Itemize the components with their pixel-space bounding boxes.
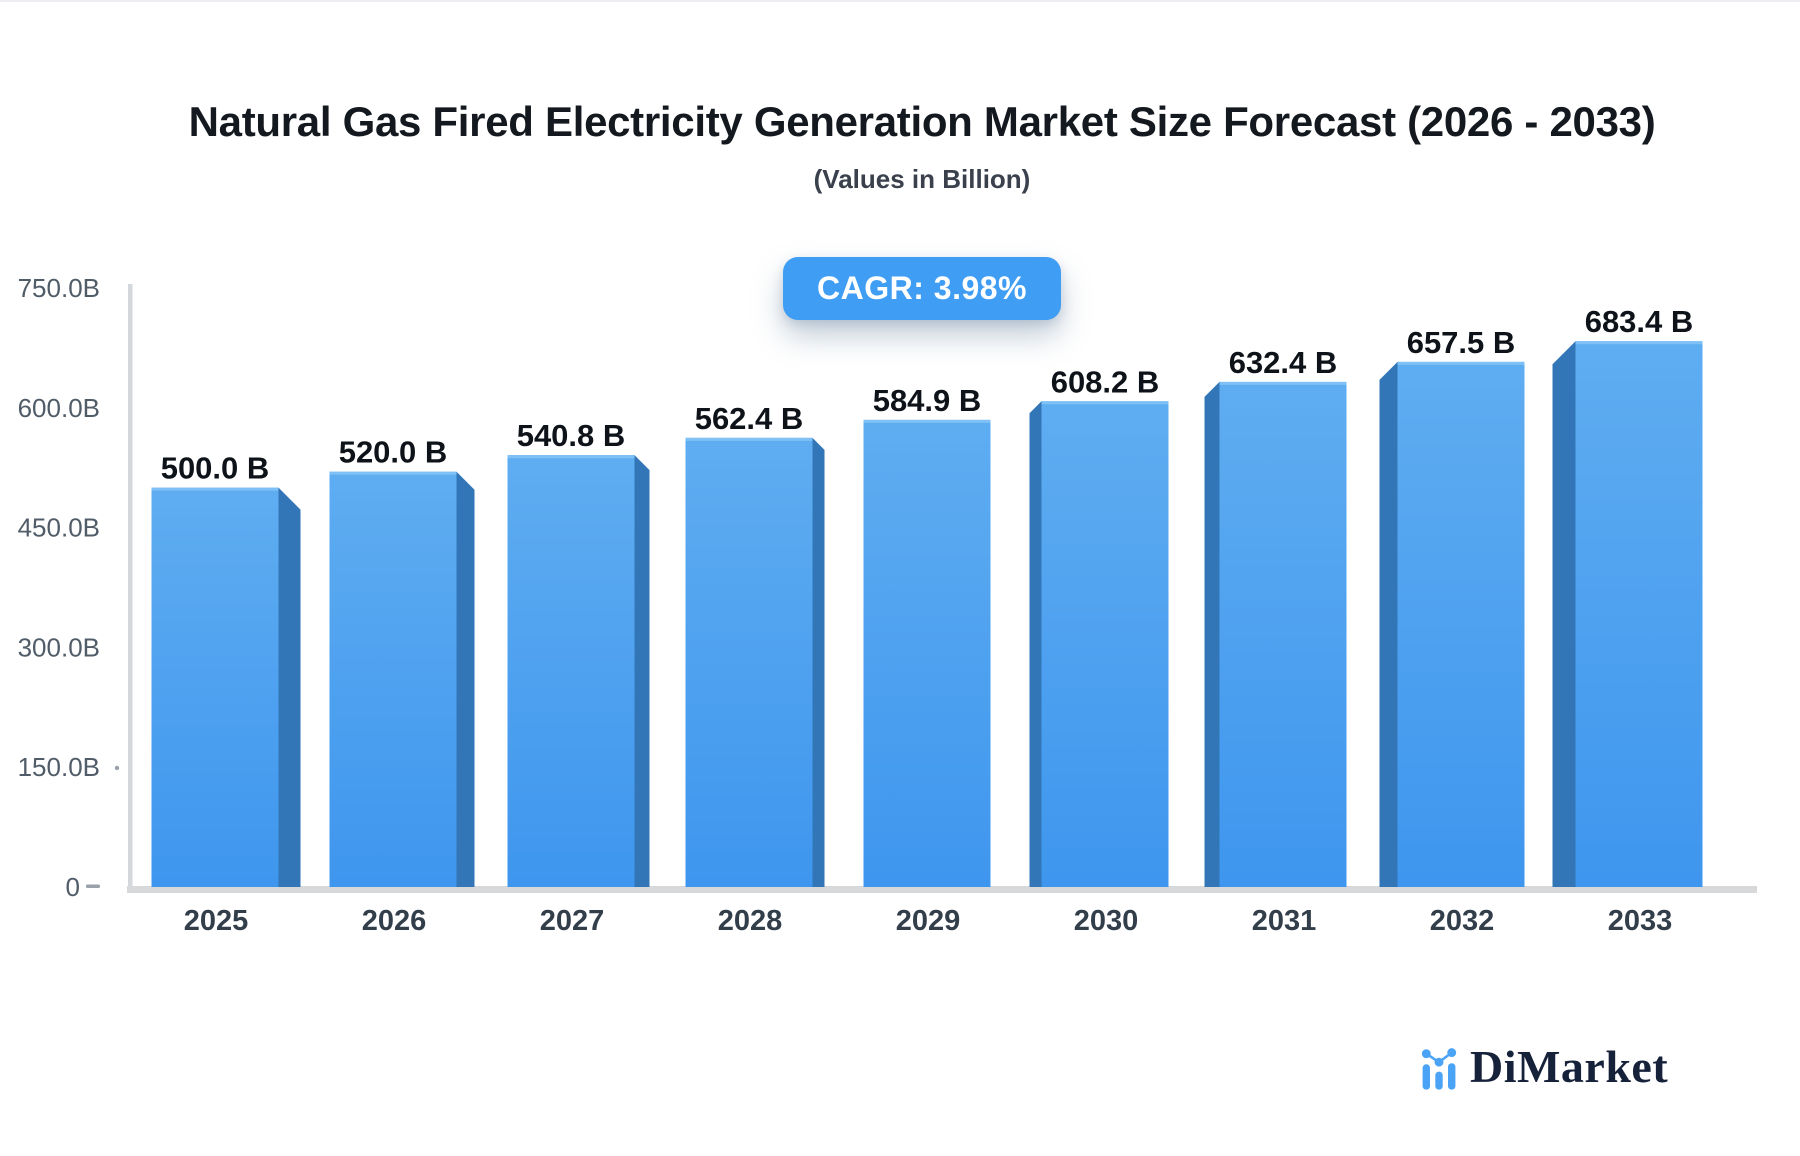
bar-side-face (812, 437, 825, 887)
dimarket-logo-icon (1421, 1048, 1457, 1090)
bar-front-face (151, 487, 279, 887)
bar-side-face (1029, 401, 1042, 887)
bar-front-face (685, 437, 813, 887)
chart-subtitle: (Values in Billion) (813, 164, 1031, 194)
bar-value-label: 540.8 B (517, 418, 626, 453)
bar-front-face (507, 455, 635, 887)
cagr-badge-label: CAGR: 3.98% (817, 270, 1027, 306)
y-axis-label: 750.0B (18, 273, 100, 303)
chart-title: Natural Gas Fired Electricity Generation… (188, 98, 1656, 145)
bar-front-face (1219, 381, 1347, 887)
y-axis-label: 450.0B (18, 513, 100, 543)
x-axis-label: 2025 (184, 905, 249, 937)
x-axis-label: 2028 (718, 905, 783, 937)
bar-value-label: 657.5 B (1407, 325, 1516, 360)
bar-side-face (1552, 341, 1576, 888)
y-axis-tick-150 (114, 765, 120, 771)
y-axis-line (128, 284, 133, 888)
x-axis-label: 2026 (362, 905, 427, 937)
bar-front-face (863, 419, 991, 887)
y-axis-tick-zero (86, 884, 100, 888)
bar-value-label: 608.2 B (1051, 364, 1160, 399)
x-axis-label: 2033 (1608, 905, 1673, 937)
bar-value-label: 683.4 B (1585, 304, 1694, 339)
x-axis-label: 2030 (1074, 905, 1139, 937)
cagr-badge: CAGR: 3.98% (783, 257, 1061, 320)
bar-side-face (278, 487, 301, 887)
bar-front-face (1397, 361, 1525, 887)
bar-side-face (634, 455, 650, 887)
x-axis-label: 2027 (540, 905, 605, 937)
x-axis-label: 2031 (1252, 905, 1317, 937)
x-axis-label: 2032 (1430, 905, 1495, 937)
bar-value-label: 632.4 B (1229, 345, 1338, 380)
dimarket-logo-text: DiMarket (1470, 1041, 1669, 1092)
bar-side-face (1379, 361, 1398, 887)
bar-front-face (1575, 341, 1703, 888)
bar-front-face (1041, 401, 1169, 887)
bar-side-face (1204, 381, 1220, 887)
y-axis-label: 0 (66, 872, 80, 902)
y-axis-label: 300.0B (18, 632, 100, 662)
bar-value-label: 500.0 B (161, 451, 270, 486)
bar-front-face (329, 471, 457, 887)
bar-value-label: 584.9 B (873, 383, 982, 418)
dimarket-logo: DiMarket (1421, 1044, 1668, 1090)
bar-side-face (456, 471, 475, 887)
x-axis-label: 2029 (896, 905, 961, 937)
y-axis-label: 600.0B (18, 393, 100, 423)
bar-value-label: 562.4 B (695, 401, 804, 436)
x-axis-baseline (127, 886, 1757, 893)
bar-value-label: 520.0 B (339, 435, 448, 470)
y-axis-label: 150.0B (18, 752, 100, 782)
